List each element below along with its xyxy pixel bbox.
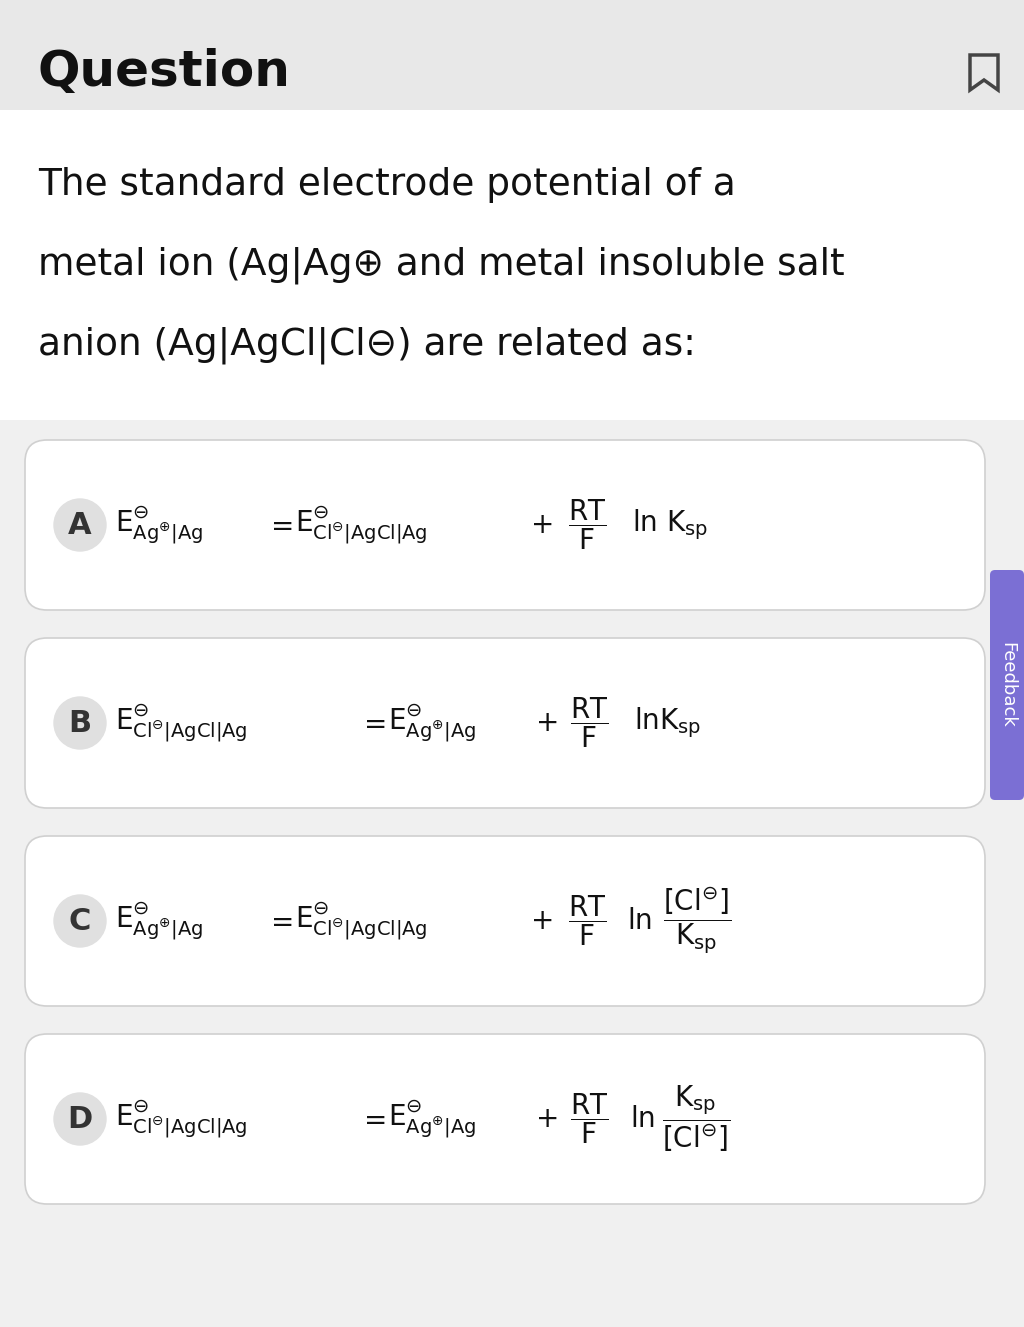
Text: $\mathrm{E}^{\ominus}_{\mathrm{Cl}^{\ominus}|\mathrm{AgCl}|\mathrm{Ag}}$: $\mathrm{E}^{\ominus}_{\mathrm{Cl}^{\omi… bbox=[115, 702, 248, 743]
Text: B: B bbox=[69, 709, 91, 738]
Circle shape bbox=[54, 894, 106, 947]
Text: Question: Question bbox=[38, 48, 291, 96]
Text: $\mathrm{E}^{\ominus}_{\mathrm{Ag}^{\oplus}|\mathrm{Ag}}$: $\mathrm{E}^{\ominus}_{\mathrm{Ag}^{\opl… bbox=[388, 1099, 476, 1140]
Circle shape bbox=[54, 1093, 106, 1145]
FancyBboxPatch shape bbox=[25, 638, 985, 808]
Text: $\ln$: $\ln$ bbox=[630, 1105, 655, 1133]
Text: $=$: $=$ bbox=[265, 511, 293, 539]
Text: $+$: $+$ bbox=[530, 906, 552, 936]
Text: $\dfrac{\mathrm{K}_{\mathrm{sp}}}{[\mathrm{Cl}^{\ominus}]}$: $\dfrac{\mathrm{K}_{\mathrm{sp}}}{[\math… bbox=[662, 1084, 730, 1154]
Text: $\mathrm{E}^{\ominus}_{\mathrm{Cl}^{\ominus}|\mathrm{AgCl}|\mathrm{Ag}}$: $\mathrm{E}^{\ominus}_{\mathrm{Cl}^{\omi… bbox=[115, 1099, 248, 1140]
Text: anion (Ag|AgCl|Cl⊖) are related as:: anion (Ag|AgCl|Cl⊖) are related as: bbox=[38, 326, 696, 364]
Text: $\mathrm{E}^{\ominus}_{\mathrm{Ag}^{\oplus}|\mathrm{Ag}}$: $\mathrm{E}^{\ominus}_{\mathrm{Ag}^{\opl… bbox=[115, 900, 203, 942]
Text: $+$: $+$ bbox=[530, 511, 552, 539]
Text: C: C bbox=[69, 906, 91, 936]
Text: $\dfrac{\mathrm{RT}}{\mathrm{F}}$: $\dfrac{\mathrm{RT}}{\mathrm{F}}$ bbox=[568, 498, 606, 552]
Text: $=$: $=$ bbox=[358, 1105, 386, 1133]
Text: $+$: $+$ bbox=[535, 1105, 557, 1133]
Text: A: A bbox=[69, 511, 92, 540]
Text: $\mathrm{E}^{\ominus}_{\mathrm{Cl}^{\ominus}|\mathrm{AgCl}|\mathrm{Ag}}$: $\mathrm{E}^{\ominus}_{\mathrm{Cl}^{\omi… bbox=[295, 900, 427, 942]
Text: $\ln$: $\ln$ bbox=[627, 906, 652, 936]
Text: $\mathrm{lnK}_{\mathrm{sp}}$: $\mathrm{lnK}_{\mathrm{sp}}$ bbox=[634, 706, 701, 740]
Text: $\dfrac{\mathrm{RT}}{\mathrm{F}}$: $\dfrac{\mathrm{RT}}{\mathrm{F}}$ bbox=[570, 1092, 608, 1147]
FancyBboxPatch shape bbox=[0, 421, 1024, 1327]
Text: $\mathrm{E}^{\ominus}_{\mathrm{Ag}^{\oplus}|\mathrm{Ag}}$: $\mathrm{E}^{\ominus}_{\mathrm{Ag}^{\opl… bbox=[388, 702, 476, 743]
Text: $\dfrac{\mathrm{RT}}{\mathrm{F}}$: $\dfrac{\mathrm{RT}}{\mathrm{F}}$ bbox=[568, 893, 606, 949]
FancyBboxPatch shape bbox=[25, 1034, 985, 1204]
FancyBboxPatch shape bbox=[990, 571, 1024, 800]
Circle shape bbox=[54, 697, 106, 748]
Text: $\mathrm{E}^{\ominus}_{\mathrm{Ag}^{\oplus}|\mathrm{Ag}}$: $\mathrm{E}^{\ominus}_{\mathrm{Ag}^{\opl… bbox=[115, 504, 203, 545]
Text: $\mathrm{E}^{\ominus}_{\mathrm{Cl}^{\ominus}|\mathrm{AgCl}|\mathrm{Ag}}$: $\mathrm{E}^{\ominus}_{\mathrm{Cl}^{\omi… bbox=[295, 504, 427, 545]
Text: metal ion (Ag|Ag⊕ and metal insoluble salt: metal ion (Ag|Ag⊕ and metal insoluble sa… bbox=[38, 247, 845, 284]
Text: $\ln\,\mathrm{K}_{\mathrm{sp}}$: $\ln\,\mathrm{K}_{\mathrm{sp}}$ bbox=[632, 508, 709, 543]
Text: Feedback: Feedback bbox=[998, 642, 1016, 729]
Text: $=$: $=$ bbox=[358, 709, 386, 736]
FancyBboxPatch shape bbox=[25, 441, 985, 610]
Text: The standard electrode potential of a: The standard electrode potential of a bbox=[38, 167, 736, 203]
Text: $=$: $=$ bbox=[265, 906, 293, 936]
Text: $\dfrac{\mathrm{RT}}{\mathrm{F}}$: $\dfrac{\mathrm{RT}}{\mathrm{F}}$ bbox=[570, 695, 608, 750]
FancyBboxPatch shape bbox=[0, 0, 1024, 110]
Text: $+$: $+$ bbox=[535, 709, 557, 736]
FancyBboxPatch shape bbox=[0, 110, 1024, 421]
FancyBboxPatch shape bbox=[25, 836, 985, 1006]
Text: D: D bbox=[68, 1104, 92, 1133]
Circle shape bbox=[54, 499, 106, 551]
Text: $\dfrac{[\mathrm{Cl}^{\ominus}]}{\mathrm{K}_{\mathrm{sp}}}$: $\dfrac{[\mathrm{Cl}^{\ominus}]}{\mathrm… bbox=[663, 886, 731, 955]
